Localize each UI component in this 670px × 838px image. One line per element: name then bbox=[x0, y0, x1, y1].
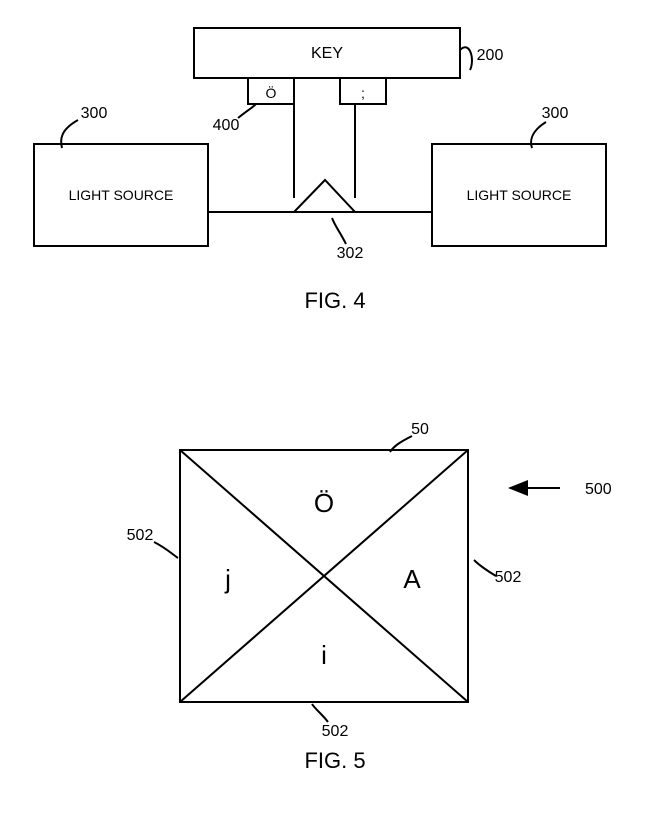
callout-50: 50 bbox=[411, 421, 429, 438]
glyph-left: j bbox=[224, 564, 231, 594]
glyph-bottom: i bbox=[321, 640, 327, 670]
callout-502R: 502 bbox=[495, 569, 522, 586]
callout-400: 400 bbox=[213, 117, 240, 134]
tab-right-glyph: ; bbox=[361, 85, 365, 101]
prism bbox=[294, 180, 355, 212]
figure-5-caption: FIG. 5 bbox=[304, 748, 365, 773]
callout-500: 500 bbox=[585, 481, 612, 498]
callout-502B: 502 bbox=[322, 723, 349, 740]
callout-300R: 300 bbox=[542, 105, 569, 122]
callout-302: 302 bbox=[337, 245, 364, 262]
key-label: KEY bbox=[311, 45, 343, 62]
figure-4-svg: KEY Ö; LIGHT SOURCE LIGHT SOURCE 200 302 400 30… bbox=[0, 0, 670, 320]
callout-502L: 502 bbox=[127, 527, 154, 544]
figure-4-caption: FIG. 4 bbox=[304, 288, 365, 313]
light-source-right-label: LIGHT SOURCE bbox=[467, 187, 572, 203]
figure-5-svg: Öj Ai 500 50 502 502 502 FIG. 5 bbox=[0, 320, 670, 838]
tab-left-glyph: Ö bbox=[266, 84, 277, 101]
glyph-right: A bbox=[403, 564, 421, 594]
light-source-left-label: LIGHT SOURCE bbox=[69, 187, 174, 203]
glyph-top: Ö bbox=[314, 488, 334, 518]
callout-300L: 300 bbox=[81, 105, 108, 122]
callout-200: 200 bbox=[477, 47, 504, 64]
